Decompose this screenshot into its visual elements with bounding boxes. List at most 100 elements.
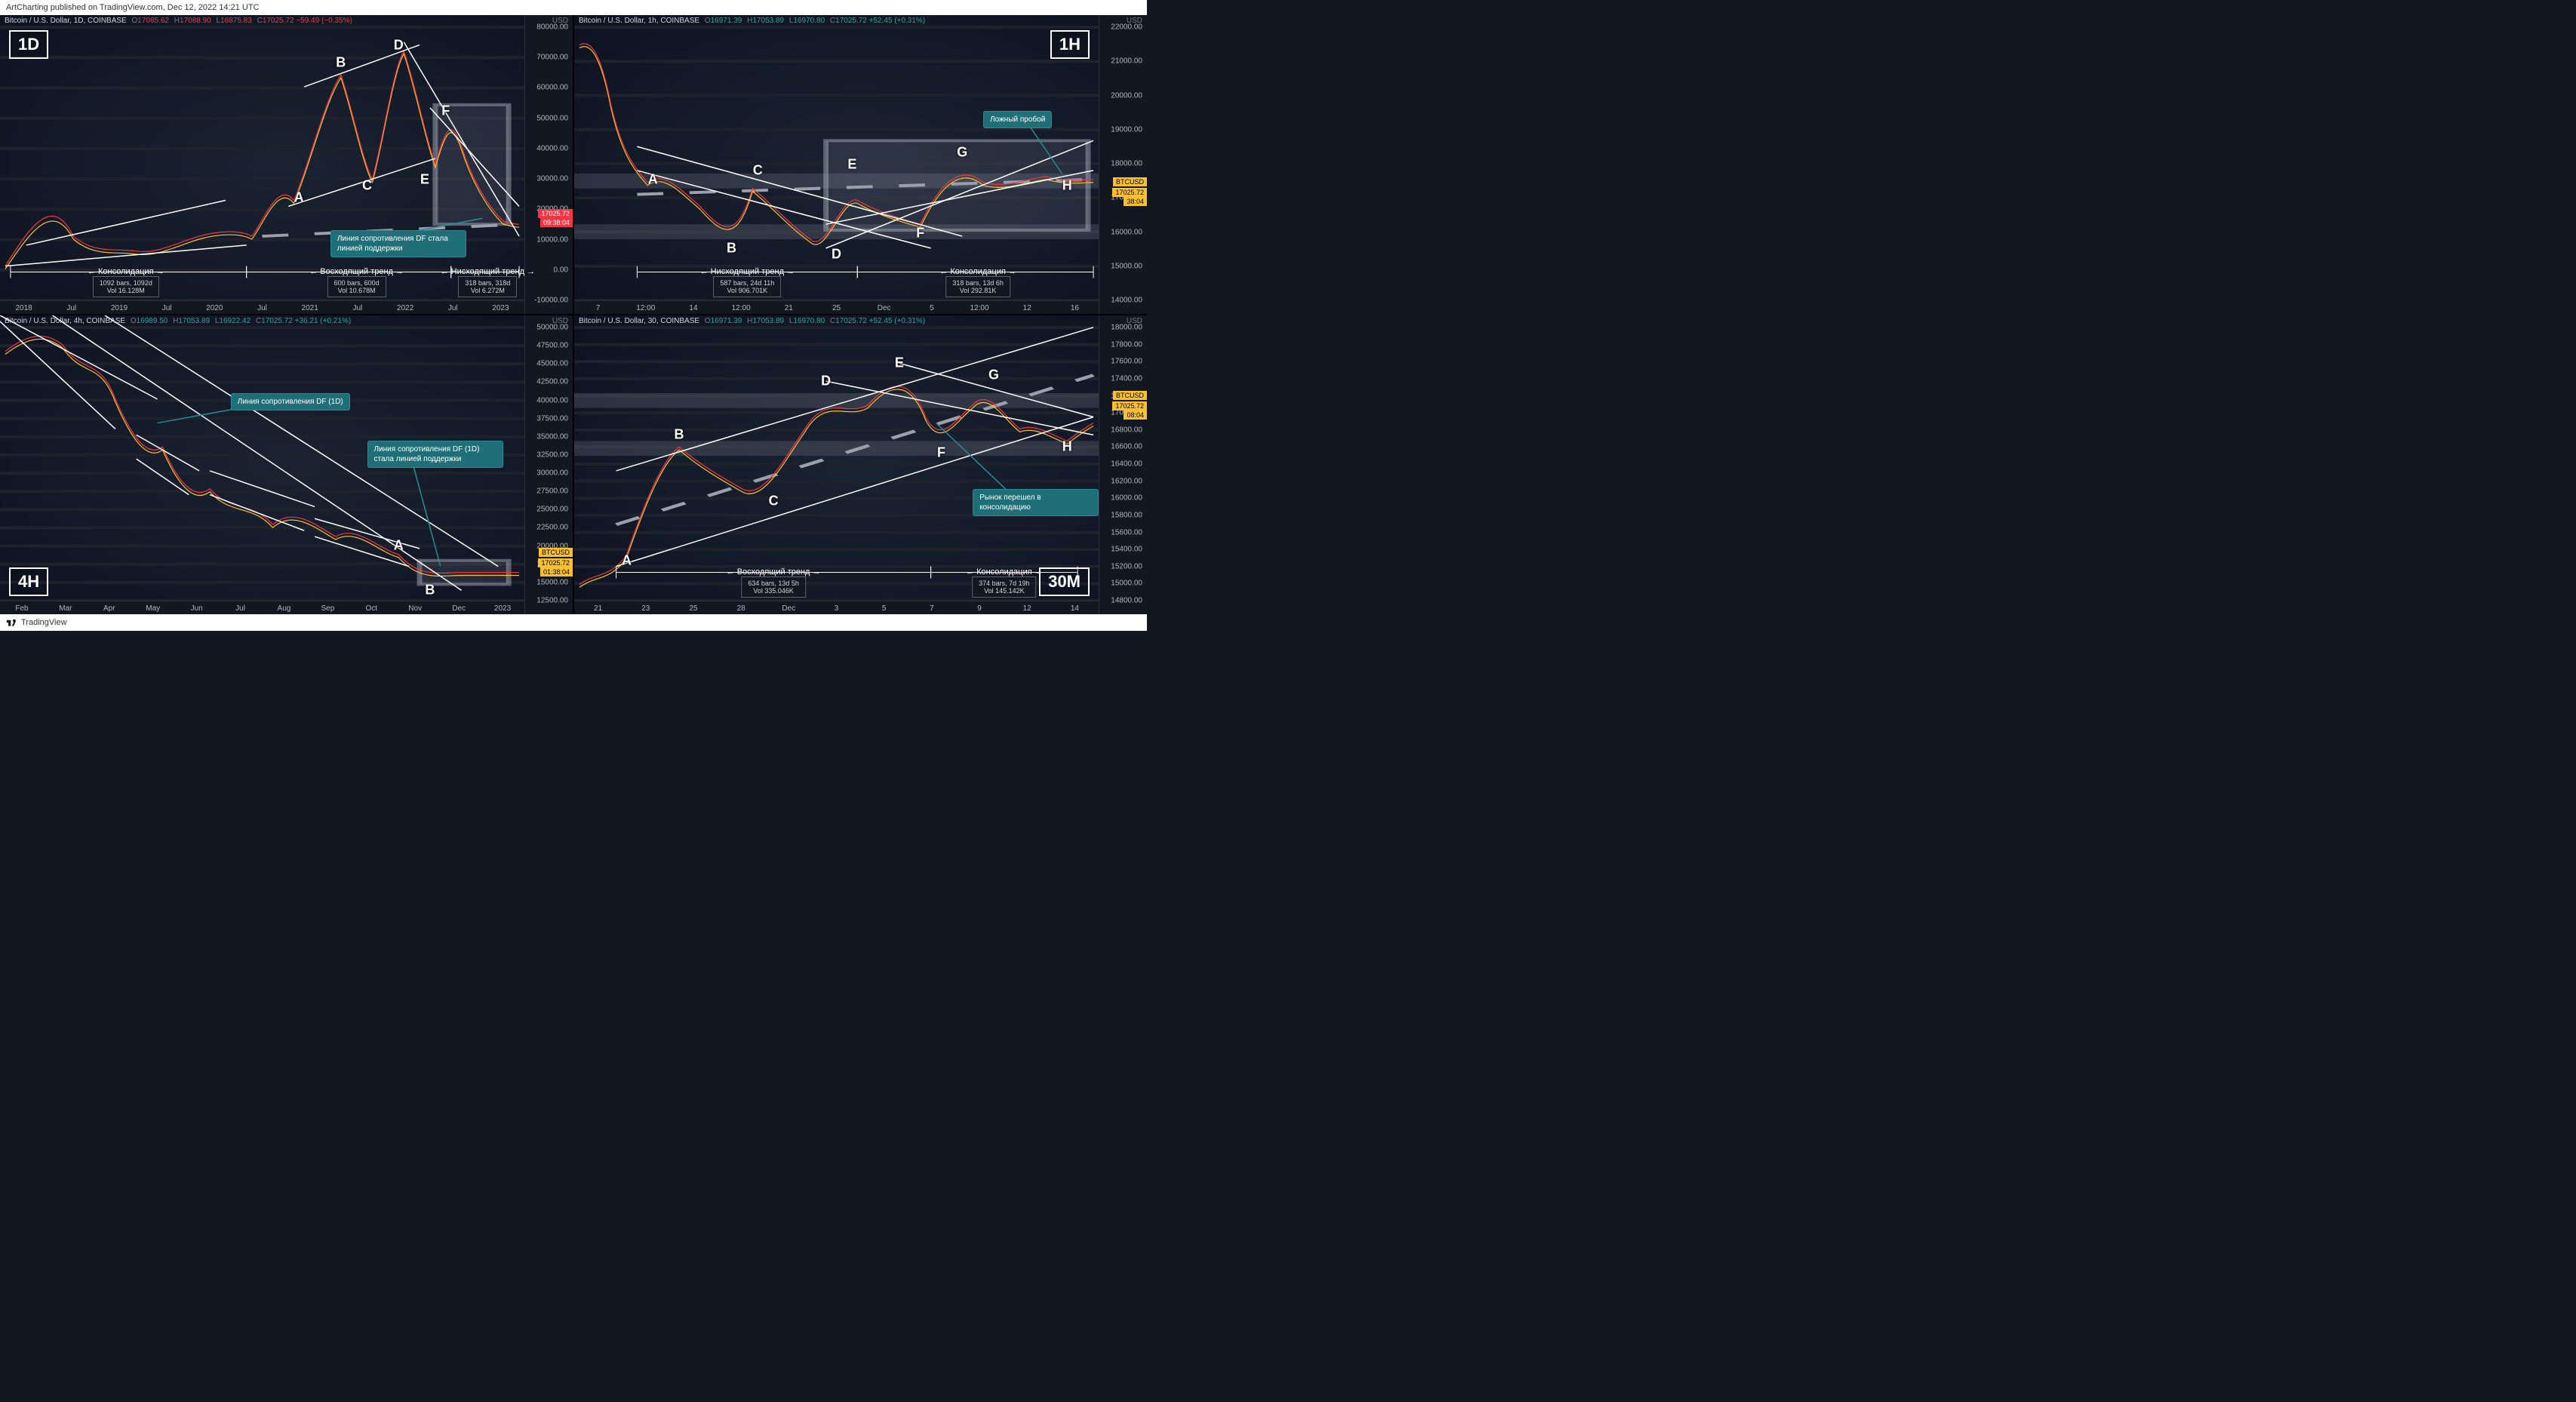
callout: Линия сопротивления DF (1D) [231,393,350,410]
panel-30m[interactable]: Bitcoin / U.S. Dollar, 30, COINBASE O169… [574,315,1147,614]
y-tick: 16200.00 [1111,477,1142,485]
timeframe-badge: 30M [1039,567,1090,596]
y-tick: 17800.00 [1111,340,1142,349]
y-tick: 16000.00 [1111,228,1142,236]
wave-label: D [821,374,831,389]
y-tick: 47500.00 [536,342,568,350]
x-tick: 2020 [206,304,223,312]
x-tick: 12 [1023,604,1031,613]
y-tick: 50000.00 [536,114,568,122]
x-tick: 28 [737,604,745,613]
y-tick: 15000.00 [536,578,568,586]
y-tick: 17600.00 [1111,358,1142,366]
chart-area[interactable]: Bitcoin / U.S. Dollar, 1D, COINBASE O170… [0,15,524,314]
wave-label: H [1062,439,1072,455]
symbol-tag: BTCUSD [1113,391,1147,400]
range-info: 587 bars, 24d 11hVol 906.701K [713,276,781,297]
y-tick: 21000.00 [1111,57,1142,66]
y-tick: 22500.00 [536,524,568,532]
y-tick: -10000.00 [534,297,568,305]
panel-4h[interactable]: Bitcoin / U.S. Dollar, 4h, COINBASE O169… [0,315,573,614]
x-axis[interactable]: 21232528Dec35791214 [574,601,1099,614]
y-axis[interactable]: USD12500.0015000.0017500.0020000.0022500… [524,315,573,614]
wave-label: B [336,55,346,71]
wave-label: F [441,103,450,118]
y-tick: 16000.00 [1111,494,1142,503]
x-tick: Jul [257,304,267,312]
plot-svg [574,15,1099,314]
x-tick: 12:00 [636,304,655,312]
y-tick: 27500.00 [536,487,568,496]
wave-label: C [362,177,372,193]
x-tick: 2021 [302,304,318,312]
y-tick: 0.00 [554,266,568,274]
y-axis[interactable]: USD14000.0015000.0016000.0017000.0018000… [1099,15,1147,314]
x-axis[interactable]: 2018Jul2019Jul2020Jul2021Jul2022Jul2023 [0,300,524,314]
range-info: 318 bars, 13d 6hVol 292.81K [945,276,1010,297]
y-tick: 25000.00 [536,506,568,514]
panel-1h[interactable]: Bitcoin / U.S. Dollar, 1h, COINBASE O169… [574,15,1147,314]
publish-text: ArtCharting published on TradingView.com… [6,3,260,12]
y-tick: 70000.00 [536,54,568,62]
y-tick: 15000.00 [1111,262,1142,270]
y-tick: 30000.00 [536,175,568,183]
range-label: Нисходящий тренд [441,267,536,276]
x-tick: 5 [882,604,887,613]
y-tick: 16400.00 [1111,460,1142,469]
chart-area[interactable]: Bitcoin / U.S. Dollar, 4h, COINBASE O169… [0,315,524,614]
x-tick: 21 [594,604,602,613]
y-tick: 16800.00 [1111,426,1142,434]
x-tick: Sep [321,604,334,613]
chart-grid: Bitcoin / U.S. Dollar, 1D, COINBASE O170… [0,15,1147,614]
x-tick: 25 [832,304,841,312]
y-tick: 15000.00 [1111,580,1142,588]
x-axis[interactable]: FebMarAprMayJunJulAugSepOctNovDec2023 [0,601,524,614]
wave-label: F [916,226,924,241]
wave-label: D [394,37,404,53]
range-label: Консолидация [88,267,164,276]
range-label: Восходящий тренд [727,567,821,576]
x-tick: 3 [835,604,839,613]
publish-header: ArtCharting published on TradingView.com… [0,0,1147,15]
x-tick: 7 [596,304,601,312]
y-tick: 14000.00 [1111,297,1142,305]
wave-label: B [727,240,736,256]
chart-area[interactable]: Bitcoin / U.S. Dollar, 30, COINBASE O169… [574,315,1099,614]
chart-area[interactable]: Bitcoin / U.S. Dollar, 1h, COINBASE O169… [574,15,1099,314]
x-tick: Dec [452,604,466,613]
wave-label: A [648,171,658,187]
x-tick: May [146,604,160,613]
range-label: Нисходящий тренд [700,267,795,276]
ohlc-legend: Bitcoin / U.S. Dollar, 1D, COINBASE O170… [5,17,352,25]
range-label: Консолидация [939,267,1016,276]
x-tick: Jul [448,304,458,312]
y-axis[interactable]: USD14800.0015000.0015200.0015400.0015600… [1099,315,1147,614]
timeframe-badge: 4H [9,567,48,596]
y-tick: 12500.00 [536,597,568,605]
x-tick: 9 [977,604,982,613]
y-tick: 19000.00 [1111,125,1142,134]
y-tick: 80000.00 [536,23,568,32]
x-tick: 5 [930,304,934,312]
wave-label: E [420,171,429,187]
range-info: 318 bars, 318dVol 6.272M [458,276,517,297]
x-axis[interactable]: 712:001412:002125Dec512:001216 [574,300,1099,314]
wave-label: C [769,493,779,509]
x-tick: 23 [641,604,650,613]
panel-1d[interactable]: Bitcoin / U.S. Dollar, 1D, COINBASE O170… [0,15,573,314]
x-tick: Dec [782,604,795,613]
x-tick: 2019 [111,304,128,312]
y-tick: 50000.00 [536,324,568,332]
countdown-tag: 01:38:04 [540,567,573,576]
x-tick: Jul [352,304,362,312]
y-tick: 45000.00 [536,360,568,368]
x-tick: 21 [785,304,793,312]
callout: Рынок перешел в консолидацию [973,489,1099,516]
callout: Линия сопротивления DF стала линией подд… [330,230,466,257]
range-info: 1092 bars, 1092dVol 16.128M [93,276,159,297]
wave-label: G [957,145,967,161]
y-tick: 15400.00 [1111,546,1142,554]
x-tick: 2023 [494,604,511,613]
wave-label: G [988,367,999,383]
x-tick: Jul [66,304,76,312]
